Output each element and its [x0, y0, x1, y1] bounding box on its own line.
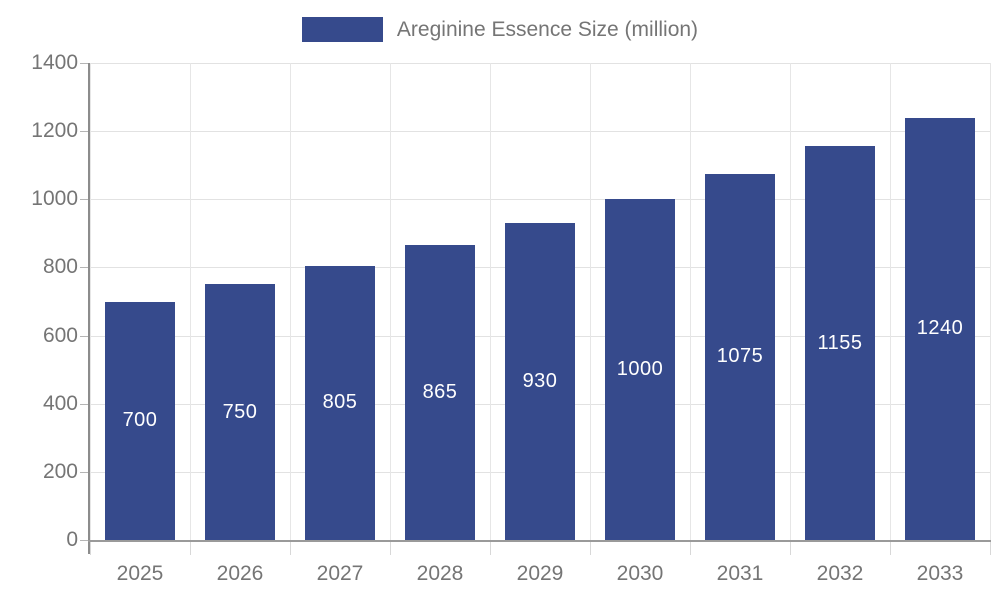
- x-axis-tick: [590, 540, 591, 555]
- h-gridline: [90, 63, 990, 64]
- x-tick-label: 2026: [216, 562, 264, 585]
- x-axis-line: [88, 540, 991, 542]
- legend-label: Areginine Essence Size (million): [396, 17, 699, 41]
- y-axis-tick: [80, 335, 88, 337]
- bar-value-label: 750: [222, 400, 258, 423]
- v-gridline: [190, 63, 191, 540]
- x-tick-label: 2029: [516, 562, 564, 585]
- bar-value-label: 1240: [916, 317, 964, 340]
- v-gridline: [390, 63, 391, 540]
- y-tick-label: 1200: [31, 119, 78, 143]
- x-tick-label: 2027: [316, 562, 364, 585]
- x-tick-label: 2031: [716, 562, 764, 585]
- y-axis-tick: [80, 199, 88, 201]
- bar: 930: [505, 223, 575, 540]
- v-gridline: [590, 63, 591, 540]
- h-gridline: [90, 199, 990, 201]
- h-gridline: [90, 131, 990, 133]
- x-axis-tick: [390, 540, 391, 555]
- plot-area: 700 750 805 865 930 1000 1075 1155 1240: [90, 63, 991, 540]
- bar-value-label: 700: [122, 409, 158, 432]
- bar-value-label: 1000: [616, 358, 664, 381]
- bar: 700: [105, 301, 175, 540]
- y-axis-tick: [80, 540, 88, 541]
- bar: 1155: [805, 146, 875, 540]
- x-axis-tick: [90, 540, 91, 555]
- bar: 865: [405, 245, 475, 540]
- y-tick-label: 200: [42, 459, 78, 483]
- legend-swatch-icon: [301, 17, 383, 42]
- x-tick-label: 2033: [916, 562, 964, 585]
- x-axis-tick: [790, 540, 791, 555]
- x-axis-tick: [490, 540, 491, 555]
- v-gridline: [990, 63, 991, 540]
- y-tick-label: 800: [42, 255, 78, 279]
- y-axis-tick: [80, 471, 88, 473]
- y-tick-label: 1400: [31, 51, 78, 74]
- bar: 1075: [705, 173, 775, 540]
- x-axis-tick: [190, 540, 191, 555]
- y-axis-tick: [80, 403, 88, 405]
- bar: 1240: [905, 117, 975, 540]
- bar-value-label: 865: [422, 381, 458, 404]
- bar: 1000: [605, 199, 675, 540]
- x-tick-label: 2032: [816, 562, 864, 585]
- v-gridline: [690, 63, 691, 540]
- y-tick-label: 0: [66, 528, 78, 551]
- bar-value-label: 805: [322, 391, 358, 414]
- x-axis-tick: [890, 540, 891, 555]
- bar-value-label: 1075: [716, 345, 764, 368]
- x-tick-label: 2025: [116, 562, 164, 585]
- bar-value-label: 930: [522, 370, 558, 393]
- bar-value-label: 1155: [817, 331, 863, 354]
- bar: 805: [305, 265, 375, 540]
- v-gridline: [490, 63, 491, 540]
- x-axis-tick: [990, 540, 991, 555]
- x-tick-label: 2030: [616, 562, 664, 585]
- x-axis-tick: [690, 540, 691, 555]
- v-gridline: [790, 63, 791, 540]
- x-tick-label: 2028: [416, 562, 464, 585]
- chart-legend: Areginine Essence Size (million): [0, 17, 1000, 42]
- y-tick-label: 400: [42, 391, 78, 415]
- y-tick-label: 1000: [31, 187, 78, 211]
- bar: 750: [205, 284, 275, 540]
- y-axis-line: [88, 63, 90, 554]
- y-tick-label: 600: [42, 323, 78, 347]
- y-axis-tick: [80, 63, 88, 64]
- y-axis-tick: [80, 131, 88, 133]
- v-gridline: [290, 63, 291, 540]
- v-gridline: [90, 63, 91, 540]
- v-gridline: [890, 63, 891, 540]
- x-axis-tick: [290, 540, 291, 555]
- y-axis-tick: [80, 267, 88, 269]
